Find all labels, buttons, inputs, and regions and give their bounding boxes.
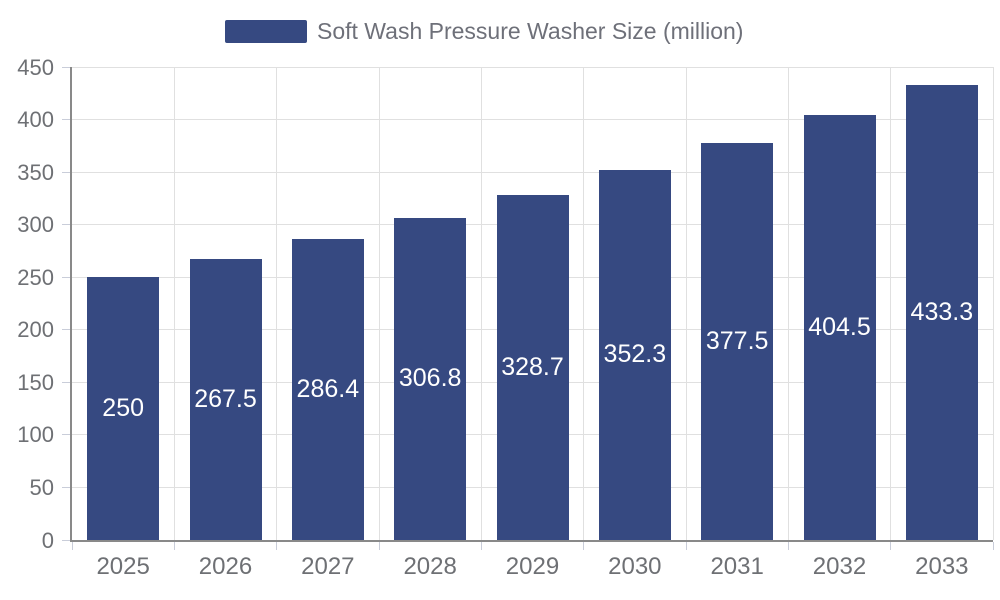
y-axis-label: 400 (17, 107, 54, 133)
bar-2026[interactable]: 267.5 (189, 258, 262, 540)
gridline-vertical (583, 67, 585, 540)
y-axis-label: 0 (41, 527, 54, 553)
y-axis-tick (62, 276, 70, 278)
bar-value-label: 306.8 (398, 364, 462, 393)
x-axis-tick (890, 542, 892, 550)
x-axis-tick (583, 542, 585, 550)
bar-value-label: 267.5 (194, 384, 257, 413)
y-axis-label: 300 (17, 212, 54, 238)
bar-value-label: 250 (102, 394, 145, 423)
gridline-horizontal (72, 119, 993, 121)
x-axis-label: 2025 (96, 553, 150, 580)
gridline-vertical (480, 67, 482, 540)
y-axis-tick (62, 434, 70, 436)
y-axis-tick (62, 171, 70, 173)
gridline-vertical (378, 67, 380, 540)
y-axis-label: 350 (17, 159, 54, 185)
x-axis-tick (173, 542, 175, 550)
gridline-horizontal (72, 66, 993, 68)
x-axis-tick (992, 542, 994, 550)
x-axis-label: 2033 (915, 553, 969, 580)
bar-value-label: 352.3 (603, 340, 667, 369)
y-axis-tick (62, 119, 70, 121)
y-axis-label: 200 (17, 317, 54, 343)
x-axis-label: 2030 (608, 553, 662, 580)
bar-value-label: 404.5 (808, 312, 871, 341)
bar-2031[interactable]: 377.5 (701, 143, 774, 540)
bar-value-label: 286.4 (296, 374, 360, 403)
x-axis-tick (71, 542, 73, 550)
bar-value-label: 377.5 (705, 327, 769, 356)
bar-2033[interactable]: 433.3 (905, 84, 978, 540)
y-axis-label: 50 (29, 474, 54, 500)
y-axis-line (70, 67, 72, 540)
x-axis-line (70, 540, 993, 542)
gridline-vertical (890, 67, 892, 540)
gridline-vertical (276, 67, 278, 540)
y-axis-tick (62, 329, 70, 331)
legend-swatch (225, 20, 307, 43)
y-axis-label: 250 (17, 264, 54, 290)
x-axis-tick (787, 542, 789, 550)
bar-value-label: 328.7 (501, 352, 564, 381)
plot-area: 0 50 100 150 200 250 300 350 400 450 2025 250 2026 26… (17, 55, 994, 580)
x-axis-tick (685, 542, 687, 550)
bar-2030[interactable]: 352.3 (598, 169, 671, 540)
gridline-vertical (992, 67, 994, 540)
bar-2029[interactable]: 328.7 (496, 194, 569, 540)
x-axis-tick (378, 542, 380, 550)
y-axis-label: 450 (17, 54, 54, 80)
gridline-vertical (685, 67, 687, 540)
x-axis-label: 2032 (812, 553, 867, 580)
y-axis-tick (62, 224, 70, 226)
y-axis-tick (62, 486, 70, 488)
gridline-horizontal (72, 171, 993, 173)
bar-2028[interactable]: 306.8 (394, 217, 467, 540)
y-axis-label: 150 (17, 369, 54, 395)
x-axis-label: 2031 (710, 553, 764, 580)
y-axis-label: 100 (17, 422, 54, 448)
legend-label: Soft Wash Pressure Washer Size (million) (317, 18, 744, 44)
legend-item[interactable]: Soft Wash Pressure Washer Size (million) (225, 18, 743, 45)
x-axis-tick (276, 542, 278, 550)
x-axis-label: 2029 (505, 553, 560, 580)
y-axis-tick (62, 66, 70, 68)
x-axis-label: 2026 (198, 553, 253, 580)
bar-value-label: 433.3 (910, 297, 974, 326)
x-axis-label: 2027 (301, 553, 355, 580)
bar-2032[interactable]: 404.5 (803, 114, 876, 540)
y-axis-tick (62, 539, 70, 541)
bar-2027[interactable]: 286.4 (291, 238, 364, 540)
x-axis-label: 2028 (403, 553, 457, 580)
gridline-vertical (787, 67, 789, 540)
bar-2025[interactable]: 250 (87, 277, 160, 540)
x-axis-tick (480, 542, 482, 550)
gridline-vertical (173, 67, 175, 540)
y-axis-tick (62, 381, 70, 383)
